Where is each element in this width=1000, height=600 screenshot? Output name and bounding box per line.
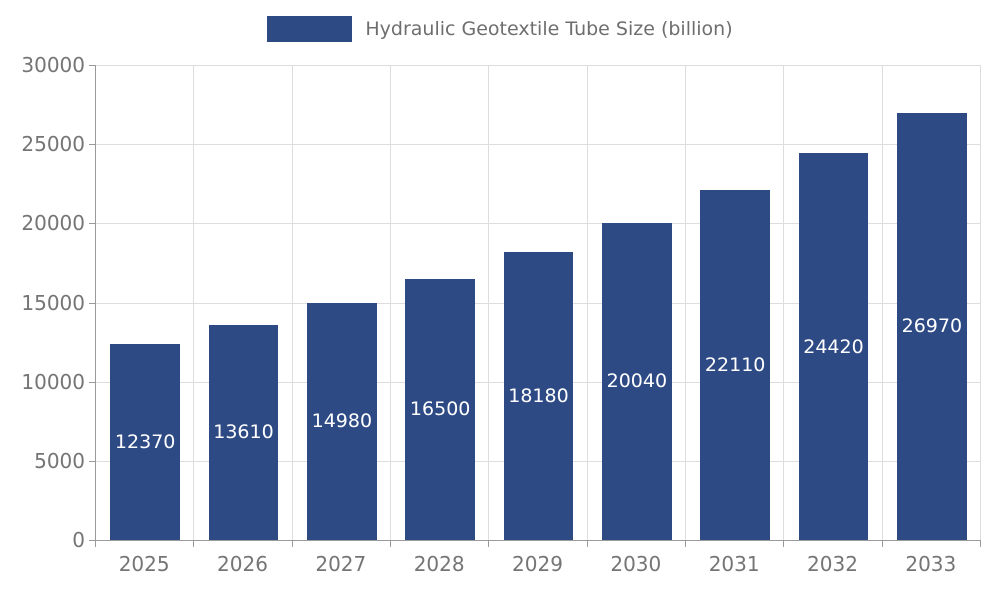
y-axis-tick	[89, 381, 96, 383]
legend[interactable]: Hydraulic Geotextile Tube Size (billion)	[0, 16, 1000, 42]
bar-value-label: 22110	[704, 353, 766, 376]
v-gridline	[684, 65, 686, 540]
legend-swatch[interactable]	[267, 16, 353, 42]
x-axis-labels: 2025 2026 2027 2028 2029 2030 2031 2032 2033	[95, 552, 980, 582]
x-axis-label: 2026	[217, 552, 268, 576]
x-axis-label: 2032	[807, 552, 858, 576]
h-gridline	[96, 144, 981, 146]
v-gridline	[980, 65, 981, 540]
x-axis-tick	[389, 540, 391, 547]
bar[interactable]: 24420	[798, 153, 869, 540]
bar-value-label: 13610	[213, 421, 274, 444]
bar[interactable]: 22110	[700, 189, 771, 540]
legend-label: Hydraulic Geotextile Tube Size (billion)	[365, 18, 733, 40]
v-gridline	[291, 65, 293, 540]
x-axis-label: 2033	[905, 552, 957, 576]
bar-value-label: 20040	[606, 370, 668, 393]
x-axis-tick	[586, 540, 588, 547]
x-axis-label: 2029	[512, 552, 563, 576]
y-axis-tick	[89, 460, 96, 462]
x-axis-label: 2031	[708, 552, 760, 576]
y-axis-tick-label: 0	[72, 528, 85, 552]
bar[interactable]: 26970	[896, 112, 967, 540]
v-gridline	[783, 65, 785, 540]
x-axis-tick	[193, 540, 195, 547]
x-axis-tick	[95, 540, 96, 547]
y-axis-tick-label: 30000	[21, 53, 85, 77]
h-gridline	[96, 65, 981, 66]
x-axis-label: 2027	[315, 552, 367, 576]
y-axis-tick	[89, 65, 96, 66]
y-axis-tick	[89, 302, 96, 304]
bar-value-label: 14980	[311, 410, 373, 433]
y-axis-tick	[89, 223, 96, 225]
h-gridline	[96, 223, 981, 225]
y-axis-tick-label: 5000	[34, 448, 85, 473]
v-gridline	[389, 65, 391, 540]
x-axis-tick	[783, 540, 785, 547]
bar-value-label: 16500	[409, 398, 471, 421]
v-gridline	[586, 65, 588, 540]
bar[interactable]: 20040	[601, 222, 672, 540]
x-axis-label: 2025	[118, 552, 170, 576]
y-axis-tick-label: 25000	[21, 132, 85, 157]
v-gridline	[488, 65, 490, 540]
bar-value-label: 24420	[803, 335, 864, 358]
x-axis-label: 2028	[413, 552, 465, 576]
x-axis-tick	[980, 540, 981, 547]
plot-area: 12370 13610 14980 16500 18180 20040 22110 24420…	[89, 65, 981, 547]
y-axis-tick-label: 20000	[21, 211, 85, 236]
y-axis-tick-label: 15000	[21, 290, 85, 315]
bar[interactable]: 13610	[208, 324, 279, 540]
bar-value-label: 18180	[508, 385, 569, 408]
y-axis-tick-label: 10000	[21, 369, 85, 394]
bar[interactable]: 16500	[405, 278, 476, 540]
y-axis-tick	[89, 144, 96, 146]
x-axis-tick	[291, 540, 293, 547]
v-gridline	[193, 65, 195, 540]
bar[interactable]: 14980	[306, 302, 377, 540]
bar-value-label: 26970	[901, 315, 963, 338]
x-axis-tick	[488, 540, 490, 547]
x-axis-label: 2030	[610, 552, 662, 576]
y-axis-tick	[89, 540, 96, 541]
bar[interactable]: 12370	[110, 344, 181, 540]
bar-value-label: 12370	[114, 431, 176, 454]
x-axis-tick	[684, 540, 686, 547]
y-axis-labels: 0 5000 10000 15000 20000 25000 30000	[0, 53, 85, 552]
x-axis-tick	[881, 540, 883, 547]
v-gridline	[881, 65, 883, 540]
bar[interactable]: 18180	[503, 252, 574, 540]
